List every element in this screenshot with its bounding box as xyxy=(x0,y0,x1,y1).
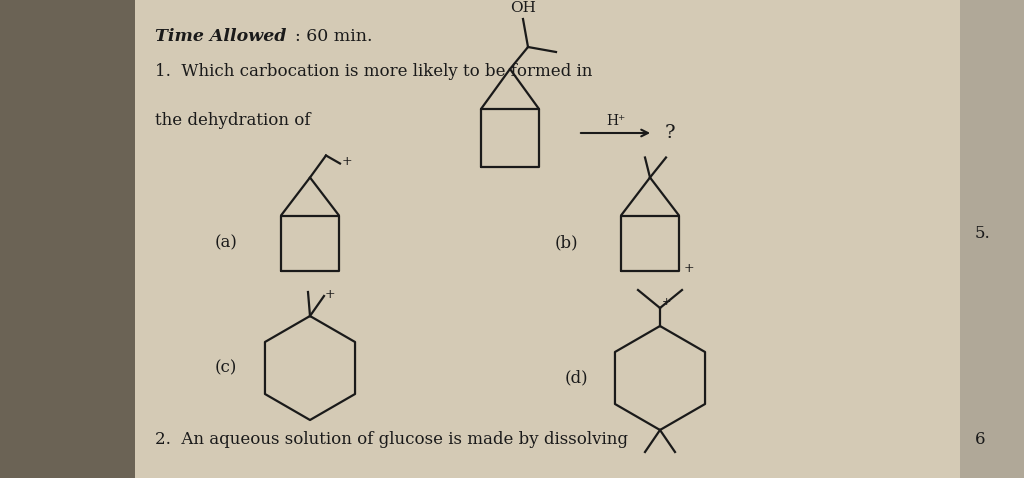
Text: : 60 min.: : 60 min. xyxy=(295,28,373,45)
Bar xyxy=(961,0,1024,478)
Text: +: + xyxy=(662,297,672,307)
Text: 2.  An aqueous solution of glucose is made by dissolving: 2. An aqueous solution of glucose is mad… xyxy=(155,431,628,448)
Text: (d): (d) xyxy=(565,369,589,387)
Text: +: + xyxy=(325,287,336,301)
Bar xyxy=(135,0,990,478)
Text: ?: ? xyxy=(665,124,676,142)
Text: 1.  Which carbocation is more likely to be formed in: 1. Which carbocation is more likely to b… xyxy=(155,63,592,80)
Text: +: + xyxy=(342,155,352,168)
Text: Time Allowed: Time Allowed xyxy=(155,28,287,45)
Text: (b): (b) xyxy=(555,235,579,251)
Text: (c): (c) xyxy=(215,359,238,377)
Text: the dehydration of: the dehydration of xyxy=(155,111,310,129)
Text: (a): (a) xyxy=(215,235,238,251)
Text: OH: OH xyxy=(510,1,536,15)
Text: +: + xyxy=(684,262,694,275)
Text: H⁺: H⁺ xyxy=(606,114,626,128)
Bar xyxy=(0,0,135,478)
Text: 5.: 5. xyxy=(975,225,991,241)
Text: 6: 6 xyxy=(975,431,985,448)
